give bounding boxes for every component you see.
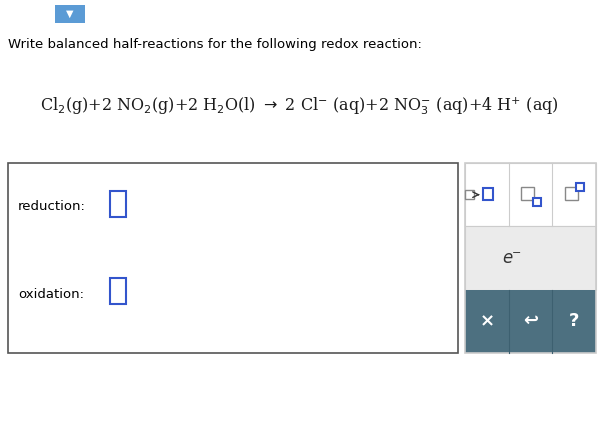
Text: Cl$_2$(g)+2 NO$_2$(g)+2 H$_2$O(l) $\rightarrow$ 2 Cl$^{-}$ (aq)+2 NO$_3^{-}$ (aq: Cl$_2$(g)+2 NO$_2$(g)+2 H$_2$O(l) $\righ… <box>40 95 559 117</box>
Bar <box>110 191 126 217</box>
Bar <box>533 198 541 206</box>
Bar <box>465 190 474 199</box>
Bar <box>465 290 596 353</box>
Text: ?: ? <box>569 312 579 330</box>
Bar <box>465 163 596 226</box>
Bar <box>576 183 584 191</box>
Bar <box>8 163 458 353</box>
Text: reduction:: reduction: <box>18 200 86 213</box>
Bar <box>110 278 126 304</box>
Bar <box>565 187 577 200</box>
Bar <box>465 163 596 353</box>
Text: $e$: $e$ <box>502 249 513 267</box>
Text: Write balanced half-reactions for the following redox reaction:: Write balanced half-reactions for the fo… <box>8 38 422 51</box>
Text: ×: × <box>479 312 495 330</box>
Text: ▼: ▼ <box>66 9 74 19</box>
Text: oxidation:: oxidation: <box>18 288 84 301</box>
Text: ↩: ↩ <box>523 312 538 330</box>
Bar <box>465 226 596 290</box>
Bar <box>483 188 493 200</box>
Bar <box>521 187 534 200</box>
Text: $-$: $-$ <box>510 246 521 256</box>
Bar <box>55 5 85 23</box>
